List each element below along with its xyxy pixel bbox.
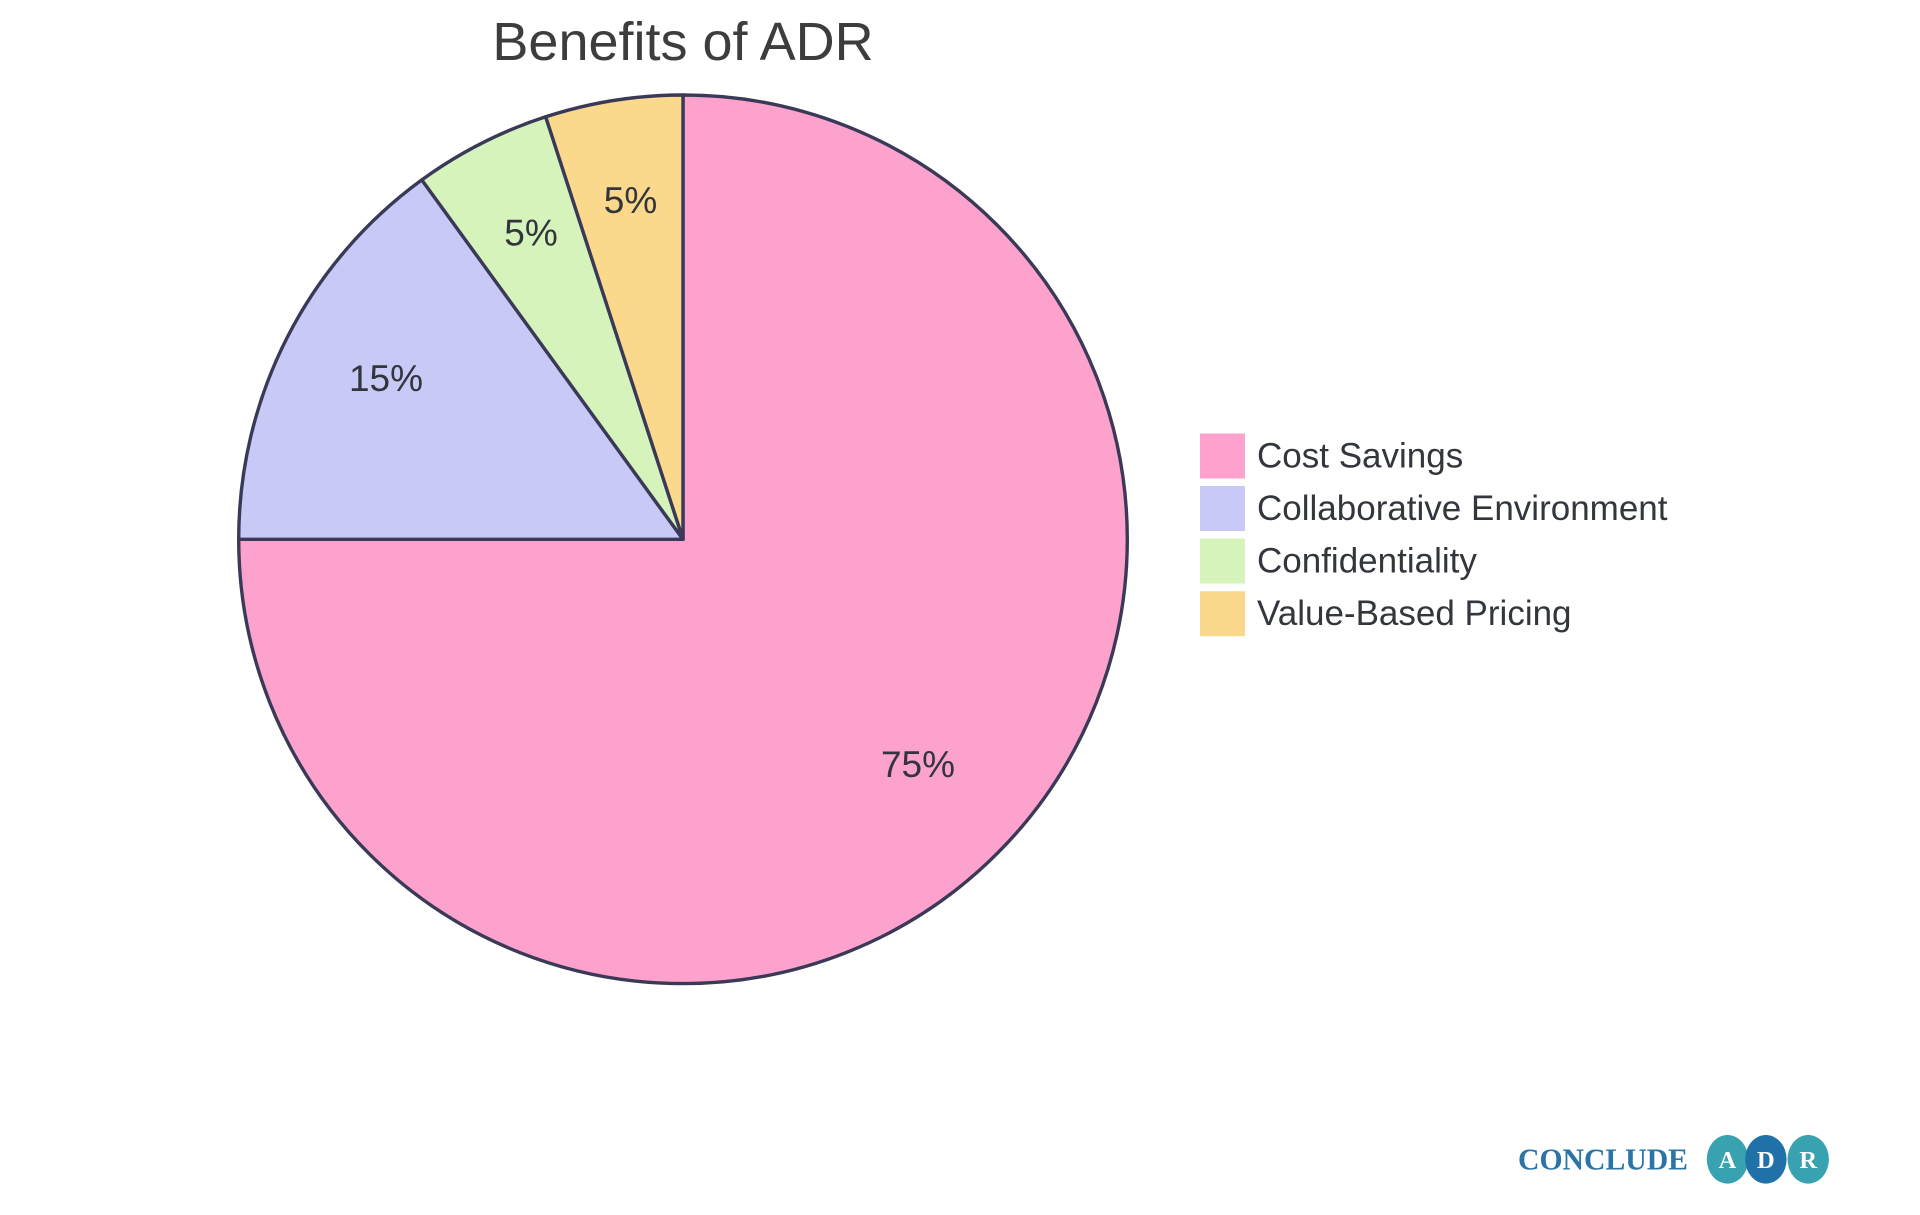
svg-text:75%: 75% (881, 744, 955, 785)
svg-text:CONCLUDE: CONCLUDE (1518, 1142, 1688, 1177)
svg-text:R: R (1799, 1147, 1817, 1174)
svg-text:Cost Savings: Cost Savings (1257, 437, 1463, 476)
svg-text:5%: 5% (504, 213, 557, 254)
svg-text:Confidentiality: Confidentiality (1257, 542, 1477, 581)
svg-text:15%: 15% (349, 358, 423, 399)
svg-text:A: A (1719, 1147, 1737, 1174)
svg-text:Value-Based Pricing: Value-Based Pricing (1257, 594, 1572, 633)
svg-text:D: D (1757, 1147, 1775, 1174)
svg-text:5%: 5% (604, 180, 657, 221)
svg-text:Benefits of ADR: Benefits of ADR (492, 12, 873, 72)
svg-text:Collaborative Environment: Collaborative Environment (1257, 489, 1668, 528)
